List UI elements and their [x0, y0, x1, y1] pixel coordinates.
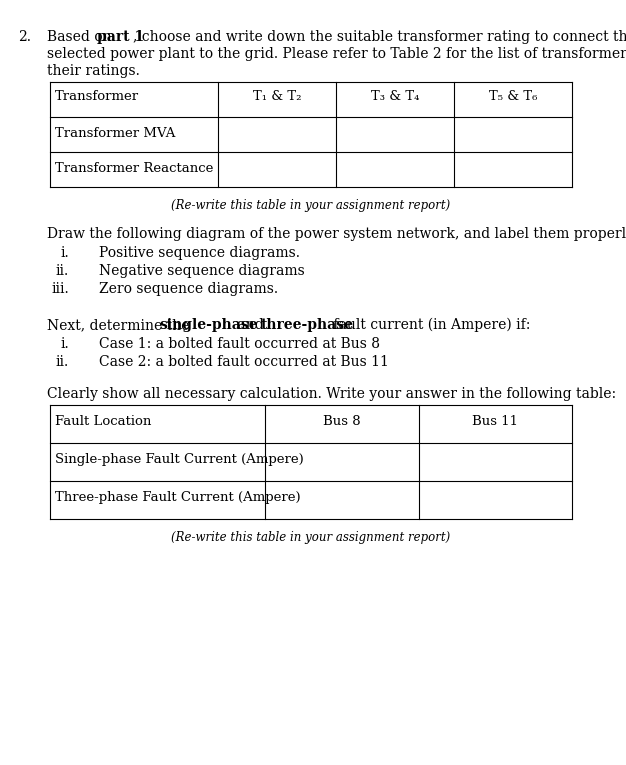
- Text: 2.: 2.: [18, 30, 31, 44]
- Text: Transformer MVA: Transformer MVA: [55, 127, 175, 140]
- Text: (Re-write this table in your assignment report): (Re-write this table in your assignment …: [172, 199, 451, 212]
- Text: i.: i.: [60, 246, 69, 260]
- Text: T₃ & T₄: T₃ & T₄: [371, 90, 419, 103]
- Text: Bus 8: Bus 8: [323, 415, 361, 428]
- Text: T₅ & T₆: T₅ & T₆: [489, 90, 537, 103]
- Text: , choose and write down the suitable transformer rating to connect the: , choose and write down the suitable tra…: [133, 30, 626, 44]
- Text: Clearly show all necessary calculation. Write your answer in the following table: Clearly show all necessary calculation. …: [47, 387, 616, 401]
- Text: Positive sequence diagrams.: Positive sequence diagrams.: [99, 246, 300, 260]
- Text: ii.: ii.: [56, 355, 69, 369]
- Text: Next, determine the: Next, determine the: [47, 318, 194, 332]
- Text: part 1: part 1: [97, 30, 144, 44]
- Text: three-phase: three-phase: [261, 318, 354, 332]
- Text: (Re-write this table in your assignment report): (Re-write this table in your assignment …: [172, 531, 451, 544]
- Text: single-phase: single-phase: [159, 318, 258, 332]
- Text: fault current (in Ampere) if:: fault current (in Ampere) if:: [329, 318, 530, 332]
- Text: T₁ & T₂: T₁ & T₂: [253, 90, 301, 103]
- Text: Bus 11: Bus 11: [472, 415, 518, 428]
- Text: i.: i.: [60, 337, 69, 351]
- Text: Transformer Reactance: Transformer Reactance: [55, 162, 213, 175]
- Text: Single-phase Fault Current (Ampere): Single-phase Fault Current (Ampere): [55, 453, 304, 466]
- Text: Case 2: a bolted fault occurred at Bus 11: Case 2: a bolted fault occurred at Bus 1…: [99, 355, 389, 369]
- Text: and: and: [233, 318, 268, 332]
- Text: Transformer: Transformer: [55, 90, 139, 103]
- Text: iii.: iii.: [51, 282, 69, 296]
- Text: selected power plant to the grid. Please refer to Table 2 for the list of transf: selected power plant to the grid. Please…: [47, 47, 626, 61]
- Text: Case 1: a bolted fault occurred at Bus 8: Case 1: a bolted fault occurred at Bus 8: [99, 337, 380, 351]
- Text: Draw the following diagram of the power system network, and label them properly:: Draw the following diagram of the power …: [47, 227, 626, 241]
- Text: Zero sequence diagrams.: Zero sequence diagrams.: [99, 282, 278, 296]
- Text: Based on: Based on: [47, 30, 116, 44]
- Text: Negative sequence diagrams: Negative sequence diagrams: [99, 264, 305, 278]
- Text: Fault Location: Fault Location: [55, 415, 151, 428]
- Text: their ratings.: their ratings.: [47, 64, 140, 78]
- Text: Three-phase Fault Current (Ampere): Three-phase Fault Current (Ampere): [55, 491, 300, 504]
- Text: ii.: ii.: [56, 264, 69, 278]
